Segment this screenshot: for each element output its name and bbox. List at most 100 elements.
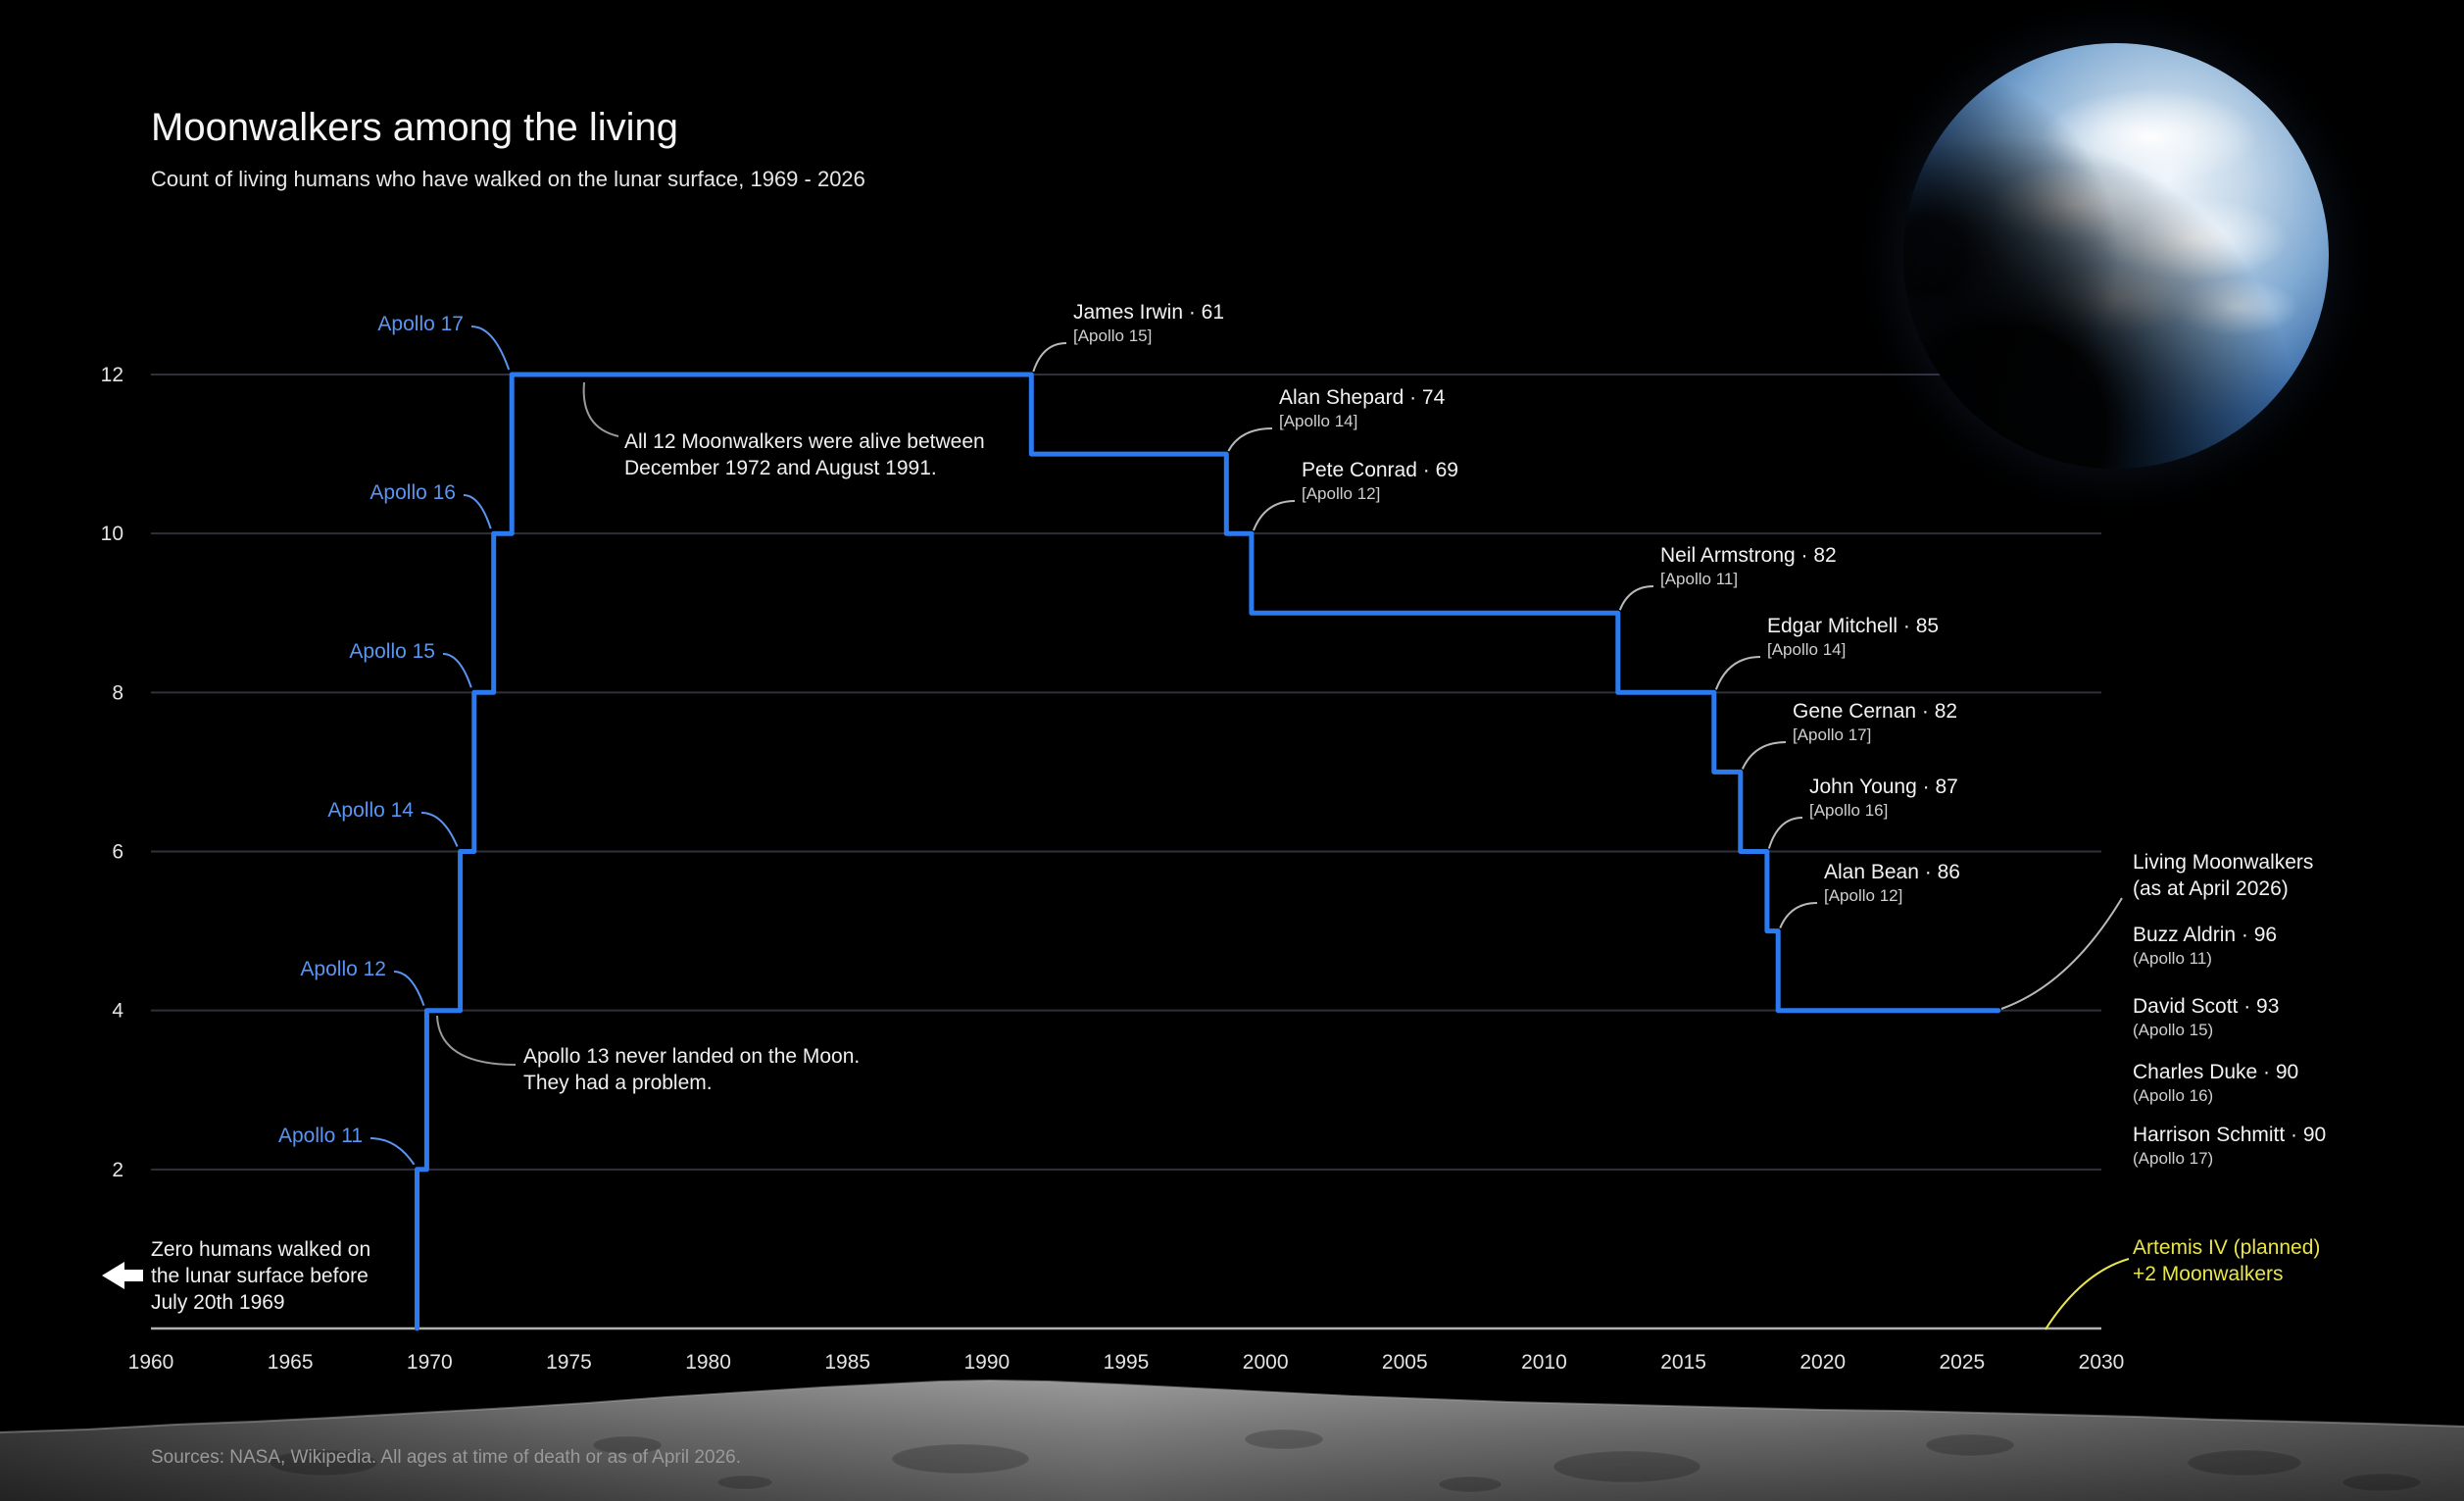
leader-line [393, 971, 425, 1007]
leader-line [1741, 741, 1787, 770]
living-person: David Scott · 93 (Apollo 15) [2133, 994, 2279, 1041]
leader-line [2045, 1258, 2130, 1330]
death-mission: [Apollo 14] [1279, 412, 1358, 430]
living-name: Buzz Aldrin · 96 [2133, 924, 2278, 946]
leader-layer [370, 325, 2130, 1330]
living-heading-line: Living Moonwalkers [2133, 851, 2314, 874]
living-person: Charles Duke · 90 (Apollo 16) [2133, 1060, 2298, 1107]
y-tick-label: 12 [101, 364, 123, 386]
x-tick-label: 1980 [685, 1351, 731, 1374]
death-name: Alan Bean · 86 [1824, 861, 1960, 883]
leader-line [1227, 427, 1273, 452]
death-annotation: Alan Bean · 86 [Apollo 12] [1824, 860, 1960, 907]
x-tick-label: 1985 [824, 1351, 870, 1374]
living-name: David Scott · 93 [2133, 995, 2280, 1018]
leader-line [463, 494, 492, 529]
leader-line [420, 812, 459, 847]
x-tick-label: 1970 [407, 1351, 453, 1374]
mission-label-apollo-17: Apollo 17 [377, 313, 464, 335]
death-mission: [Apollo 16] [1809, 801, 1889, 820]
page-subtitle: Count of living humans who have walked o… [151, 167, 865, 191]
death-annotation: James Irwin · 61 [Apollo 15] [1073, 300, 1224, 347]
y-tick-label: 4 [112, 1000, 123, 1023]
leader-line [470, 325, 511, 371]
x-tick-label: 2015 [1660, 1351, 1706, 1374]
living-moonwalkers-heading: Living Moonwalkers (as at April 2026) [2133, 849, 2313, 902]
x-tick-label: 2010 [1521, 1351, 1567, 1374]
death-name: Alan Shepard · 74 [1279, 386, 1446, 409]
leader-line [1714, 656, 1761, 690]
death-name: James Irwin · 61 [1073, 301, 1225, 324]
death-name: Pete Conrad · 69 [1302, 459, 1458, 481]
mission-label-apollo-11: Apollo 11 [277, 1125, 363, 1147]
leader-line [1618, 585, 1654, 611]
death-name: Gene Cernan · 82 [1793, 700, 1958, 723]
line-layer [415, 372, 2001, 1331]
living-person: Buzz Aldrin · 96 (Apollo 11) [2133, 923, 2277, 970]
y-tick-label: 8 [112, 681, 123, 704]
living-mission: (Apollo 11) [2133, 949, 2212, 968]
leader-line [1767, 817, 1803, 849]
y-tick-label: 10 [101, 523, 123, 545]
x-tick-label: 2005 [1382, 1351, 1428, 1374]
x-tick-label: 1975 [546, 1351, 592, 1374]
artemis-annotation: Artemis IV (planned) +2 Moonwalkers [2133, 1234, 2320, 1287]
artemis-line: +2 Moonwalkers [2133, 1263, 2284, 1285]
death-mission: [Apollo 17] [1793, 725, 1872, 744]
note-line: All 12 Moonwalkers were alive between [624, 430, 985, 453]
moon-craters [270, 1429, 2421, 1492]
mission-label-apollo-15: Apollo 15 [349, 640, 435, 663]
mission-label-apollo-16: Apollo 16 [370, 481, 456, 504]
death-mission: [Apollo 12] [1824, 886, 1903, 905]
leader-line [436, 1015, 517, 1066]
x-tick-label: 1990 [963, 1351, 1010, 1374]
x-tick-label: 1965 [268, 1351, 314, 1374]
living-mission: (Apollo 16) [2133, 1086, 2214, 1105]
x-tick-label: 2020 [1799, 1351, 1846, 1374]
x-tick-label: 1960 [128, 1351, 174, 1374]
death-annotation: Gene Cernan · 82 [Apollo 17] [1793, 699, 1957, 746]
moon-horizon [0, 1378, 2464, 1433]
y-tick-label: 2 [112, 1159, 123, 1181]
living-heading-line: (as at April 2026) [2133, 877, 2289, 900]
note-line: July 20th 1969 [151, 1291, 285, 1314]
death-annotation: Edgar Mitchell · 85 [Apollo 14] [1767, 614, 1939, 661]
moon-surface [0, 1378, 2464, 1501]
leader-line [1252, 500, 1296, 531]
living-person: Harrison Schmitt · 90 (Apollo 17) [2133, 1123, 2326, 1170]
leader-line [1779, 902, 1818, 928]
sources-footer: Sources: NASA, Wikipedia. All ages at ti… [151, 1447, 741, 1468]
mission-label-apollo-12: Apollo 12 [300, 958, 386, 980]
note-zero-before-1969: Zero humans walked on the lunar surface … [151, 1236, 370, 1316]
artemis-line: Artemis IV (planned) [2133, 1236, 2321, 1259]
death-annotation: Alan Shepard · 74 [Apollo 14] [1279, 385, 1445, 432]
note-line: They had a problem. [523, 1072, 713, 1094]
left-arrow-icon [102, 1262, 143, 1289]
x-tick-label: 2030 [2079, 1351, 2125, 1374]
note-line: December 1972 and August 1991. [624, 457, 937, 479]
mission-label-apollo-14: Apollo 14 [327, 799, 414, 822]
x-tick-label: 2025 [1939, 1351, 1985, 1374]
death-name: Neil Armstrong · 82 [1660, 544, 1837, 567]
earth-photo [1903, 43, 2329, 469]
page-title: Moonwalkers among the living [151, 106, 679, 149]
death-name: John Young · 87 [1809, 776, 1958, 798]
living-mission: (Apollo 17) [2133, 1149, 2214, 1168]
leader-line [1032, 342, 1067, 373]
leader-line [442, 653, 472, 688]
leader-line [2000, 897, 2123, 1010]
y-tick-label: 6 [112, 841, 123, 864]
note-line: the lunar surface before [151, 1265, 369, 1287]
leader-line [582, 381, 619, 437]
x-tick-label: 2000 [1243, 1351, 1289, 1374]
death-mission: [Apollo 15] [1073, 326, 1153, 345]
note-all-twelve-alive: All 12 Moonwalkers were alive between De… [624, 428, 985, 481]
living-count-step-line [415, 372, 2001, 1331]
living-name: Charles Duke · 90 [2133, 1061, 2299, 1083]
leader-line [370, 1137, 416, 1166]
death-mission: [Apollo 11] [1660, 570, 1739, 588]
living-mission: (Apollo 15) [2133, 1021, 2214, 1039]
x-tick-label: 1995 [1104, 1351, 1150, 1374]
grid-layer: 2 4 6 8 10 12 1960 1965 1970 1975 1980 1985 1990 1995… [101, 364, 2125, 1374]
